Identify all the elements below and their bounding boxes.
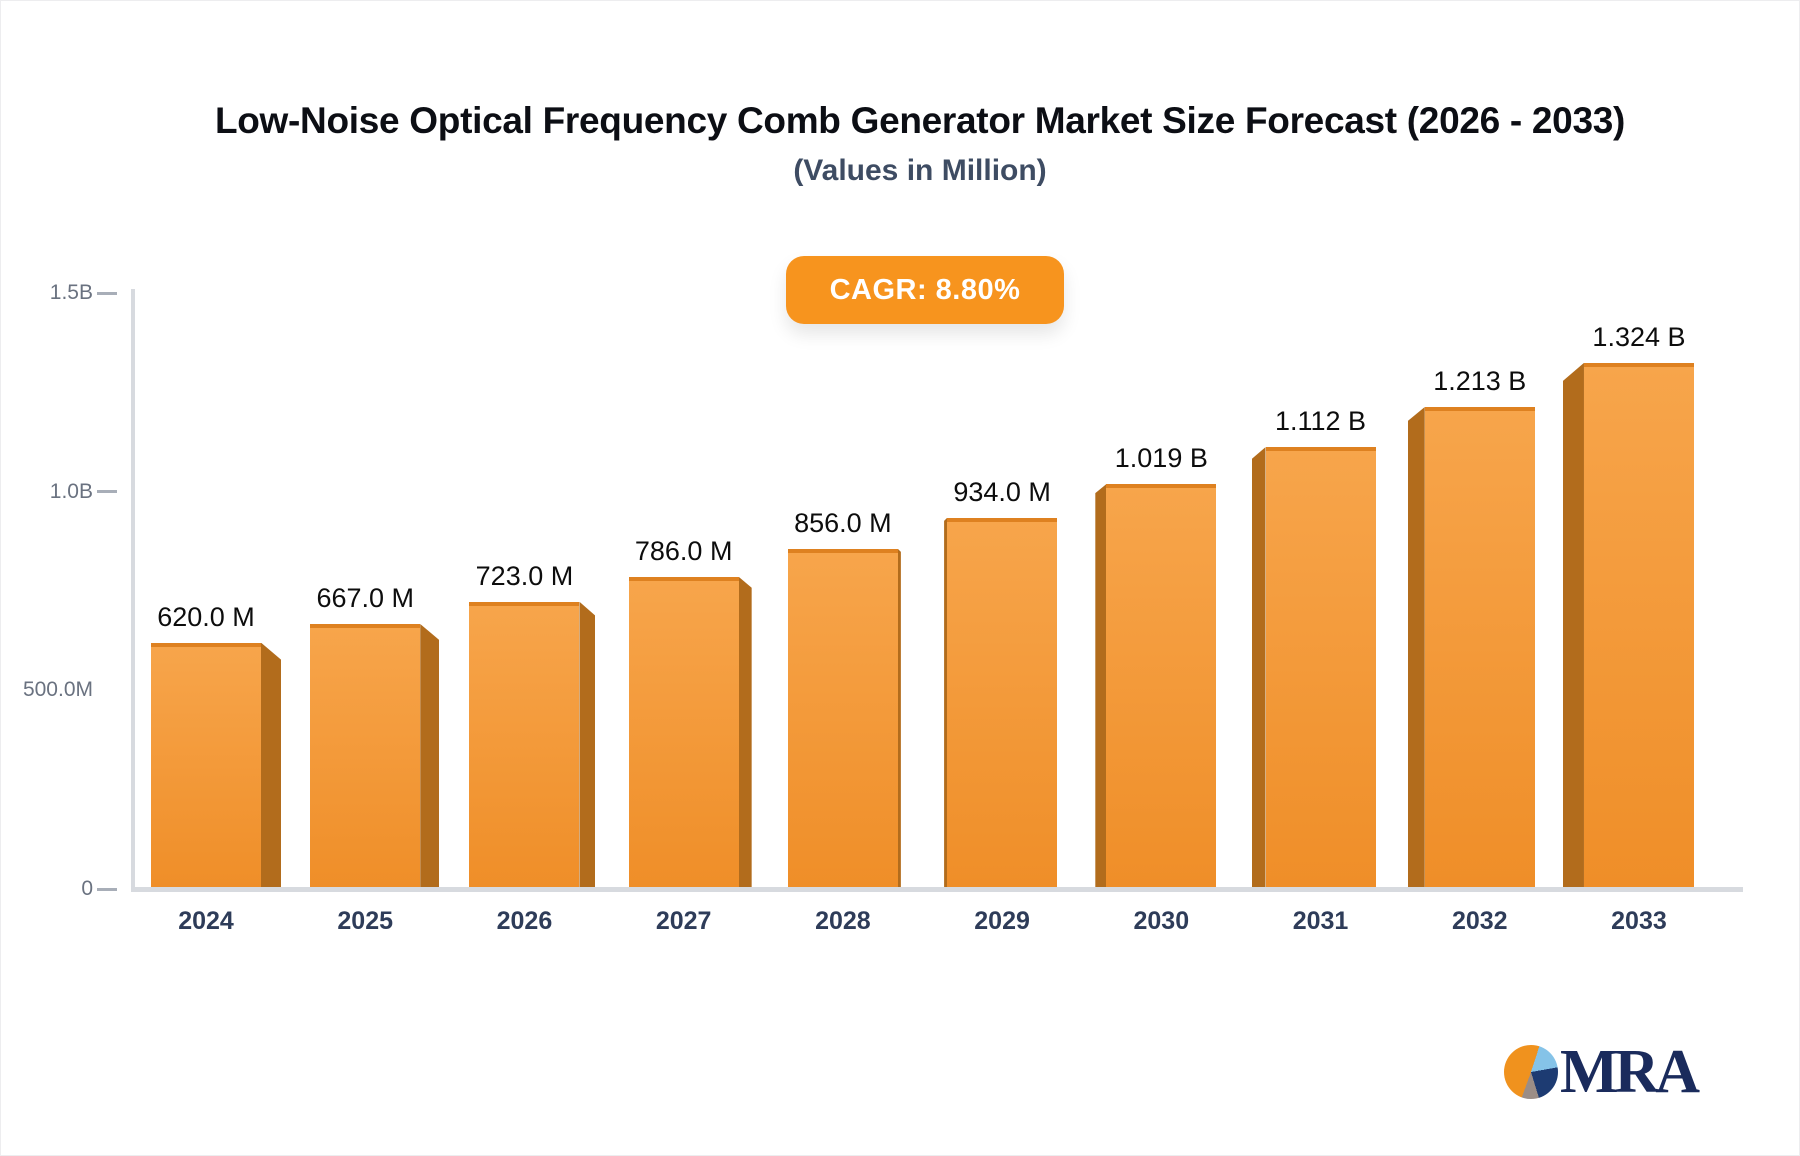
bar-value-label: 667.0 M — [316, 582, 414, 613]
bar — [310, 623, 421, 889]
x-axis-line — [131, 887, 1743, 892]
bar-3d-side — [944, 517, 948, 889]
y-axis-tick-label: 1.5B — [49, 281, 93, 304]
x-axis-tick-label: 2028 — [815, 907, 871, 935]
y-axis-tick-label: 0 — [81, 877, 93, 900]
cagr-badge-label: CAGR: 8.80% — [829, 273, 1021, 306]
x-axis-tick-label: 2029 — [974, 907, 1030, 935]
x-axis-tick-label: 2030 — [1133, 907, 1190, 935]
bar-value-label: 723.0 M — [475, 560, 574, 591]
y-axis-tick-label: 1.0B — [49, 479, 93, 503]
x-axis-tick-label: 2033 — [1611, 907, 1667, 935]
x-axis-tick-label: 2032 — [1451, 907, 1508, 935]
x-axis-tick-label: 2026 — [496, 907, 553, 935]
bar-3d-side — [1251, 447, 1266, 889]
x-axis-tick-label: 2031 — [1292, 907, 1349, 935]
bar-3d-side — [261, 642, 281, 889]
y-axis-tick-mark — [97, 887, 117, 891]
bar-3d-side — [1095, 484, 1107, 889]
bar-3d-side — [420, 623, 440, 889]
x-axis-tick-label: 2025 — [337, 907, 394, 935]
bar-3d-side — [579, 601, 596, 889]
y-axis-tick-mark — [97, 291, 117, 295]
pie-chart-icon — [1504, 1045, 1558, 1099]
bar-3d-side — [897, 548, 901, 889]
bar-3d-side — [1562, 362, 1584, 889]
bar-value-label: 786.0 M — [634, 535, 733, 566]
logo-text: MRA — [1560, 1038, 1700, 1106]
bar-value-label: 856.0 M — [794, 507, 892, 538]
bar — [628, 576, 739, 889]
y-axis-line — [131, 289, 135, 892]
x-axis-tick-label: 2027 — [655, 907, 712, 935]
bar-value-label: 1.213 B — [1433, 366, 1527, 397]
bar-3d-side — [738, 576, 752, 889]
bar-value-label: 1.324 B — [1592, 321, 1686, 352]
y-axis-tick-label: 500.0M — [22, 678, 93, 702]
bar — [1424, 407, 1535, 889]
bar — [787, 548, 898, 889]
bar — [1583, 362, 1694, 889]
bar — [947, 517, 1058, 889]
cagr-badge: CAGR: 8.80% — [786, 256, 1064, 324]
mra-logo: MRA — [1504, 1037, 1700, 1107]
bar — [469, 601, 580, 889]
bar-value-label: 934.0 M — [953, 476, 1051, 507]
bar-value-label: 1.112 B — [1274, 406, 1367, 437]
bar-3d-side — [1407, 407, 1425, 889]
bar-value-label: 620.0 M — [157, 601, 255, 632]
bar — [1265, 447, 1376, 889]
y-axis-tick-mark — [97, 490, 117, 494]
bar — [151, 642, 261, 889]
bar-value-label: 1.019 B — [1114, 443, 1208, 474]
chart-subtitle: (Values in Million) — [793, 154, 1047, 187]
bar — [1106, 484, 1217, 889]
chart-title: Low-Noise Optical Frequency Comb Generat… — [214, 100, 1626, 141]
x-axis-tick-label: 2024 — [178, 907, 234, 935]
